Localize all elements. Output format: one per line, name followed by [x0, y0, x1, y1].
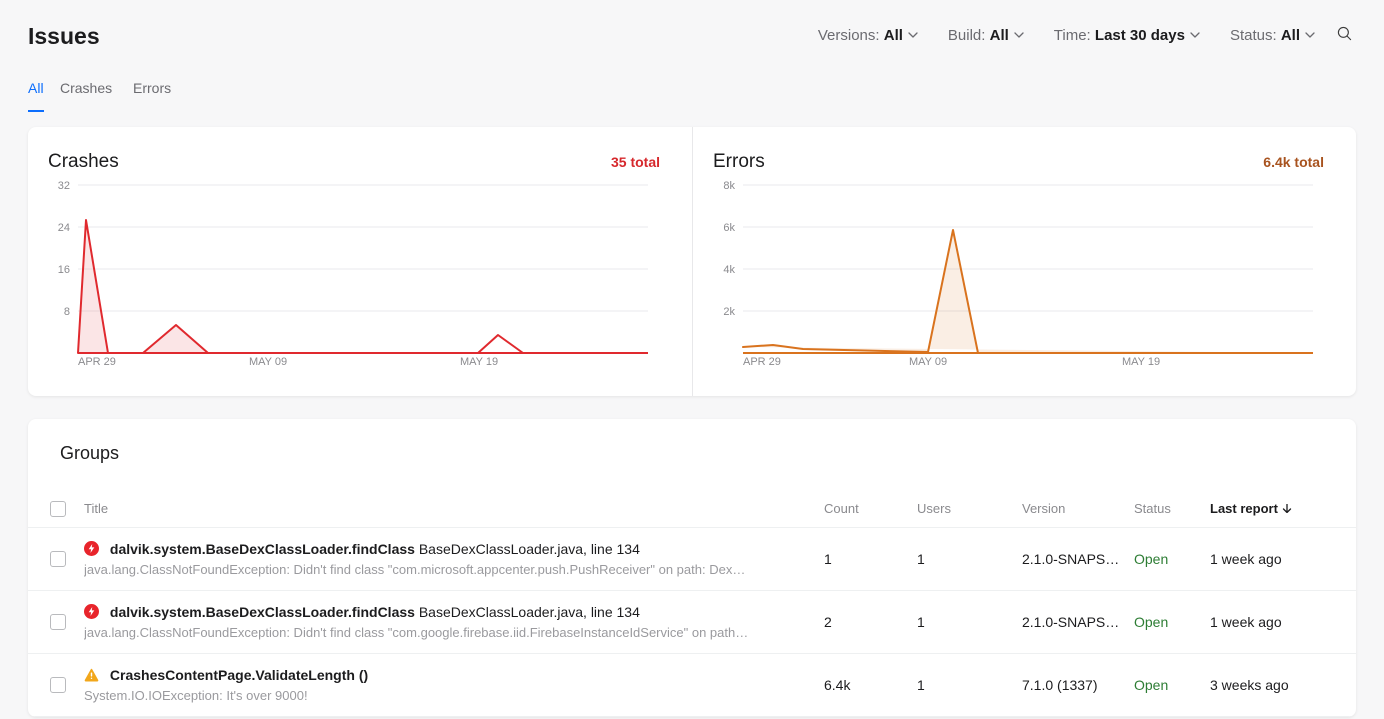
- svg-text:MAY 19: MAY 19: [1122, 356, 1160, 365]
- svg-text:16: 16: [58, 264, 70, 276]
- svg-text:2k: 2k: [723, 306, 735, 318]
- svg-text:8: 8: [64, 306, 70, 318]
- svg-text:APR 29: APR 29: [78, 356, 116, 365]
- svg-text:32: 32: [58, 180, 70, 192]
- svg-text:MAY 09: MAY 09: [249, 356, 287, 365]
- svg-text:24: 24: [58, 222, 70, 234]
- svg-text:MAY 09: MAY 09: [909, 356, 947, 365]
- svg-text:MAY 19: MAY 19: [460, 356, 498, 365]
- svg-text:8k: 8k: [723, 180, 735, 192]
- svg-text:APR 29: APR 29: [743, 356, 781, 365]
- svg-text:4k: 4k: [723, 264, 735, 276]
- svg-text:6k: 6k: [723, 222, 735, 234]
